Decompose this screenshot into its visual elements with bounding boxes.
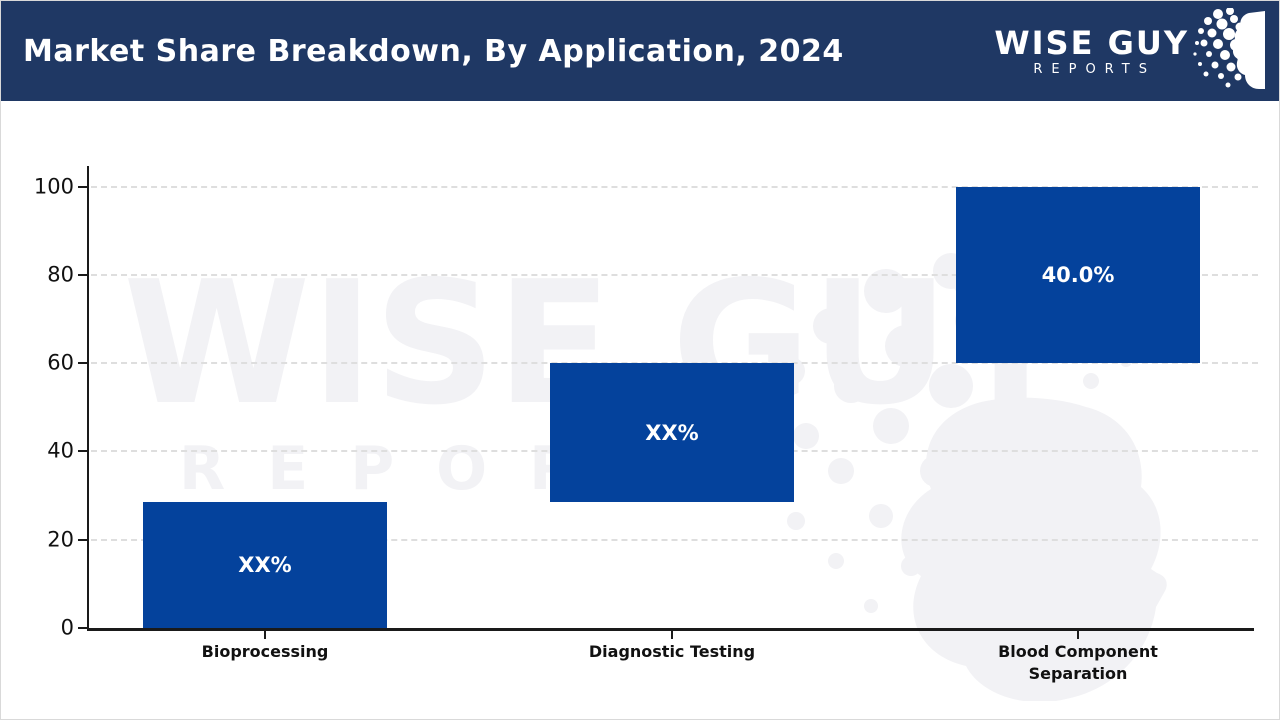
x-axis-tick	[264, 631, 266, 639]
y-axis-tick	[78, 538, 87, 541]
logo-wordmark: WISE GUY	[994, 23, 1189, 62]
x-axis-tick	[1077, 631, 1079, 639]
y-axis-tick-label: 40	[47, 438, 74, 463]
chart-area: WISE GUY REPORTS 0 20 40 60 80 100 XX% Bioproce…	[1, 101, 1279, 719]
logo-subtitle: REPORTS	[1033, 61, 1156, 77]
bar-bioprocessing: XX%	[143, 502, 387, 628]
gridline	[91, 185, 1258, 188]
x-axis-tick	[671, 631, 673, 639]
header-banner: Market Share Breakdown, By Application, …	[1, 1, 1279, 101]
plot: 0 20 40 60 80 100 XX% Bioprocessing XX% Diagnosti…	[1, 101, 1279, 719]
bar-value-label: XX%	[238, 553, 292, 578]
bar-value-label: 40.0%	[1041, 262, 1115, 287]
bar-blood-component-separation: 40.0%	[956, 186, 1200, 364]
page-title: Market Share Breakdown, By Application, …	[23, 33, 844, 69]
logo-text: WISE GUY REPORTS	[994, 27, 1189, 76]
y-axis-tick	[78, 627, 87, 629]
y-axis-tick-label: 80	[47, 262, 74, 287]
x-category-label: Diagnostic Testing	[588, 642, 756, 661]
bar-value-label: XX%	[645, 420, 699, 445]
y-axis-tick	[78, 185, 87, 188]
wise-guy-logo: WISE GUY REPORTS	[994, 8, 1265, 94]
y-axis-tick	[78, 450, 87, 453]
gridline	[91, 538, 1258, 541]
y-axis-tick	[78, 273, 87, 276]
y-axis-line	[87, 166, 89, 631]
x-axis-line	[87, 628, 1254, 631]
gridline	[91, 273, 1258, 276]
x-category-label: Bioprocessing	[201, 642, 329, 661]
wise-guy-head-icon	[1193, 8, 1265, 89]
y-axis-tick-label: 60	[47, 350, 74, 375]
y-axis-tick-label: 20	[47, 527, 74, 552]
x-category-label: Blood Component Separation	[998, 642, 1158, 684]
y-axis-tick-label: 0	[60, 615, 74, 640]
bar-diagnostic-testing: XX%	[550, 363, 794, 503]
y-axis-tick	[78, 362, 87, 365]
y-axis-tick-label: 100	[33, 174, 74, 199]
